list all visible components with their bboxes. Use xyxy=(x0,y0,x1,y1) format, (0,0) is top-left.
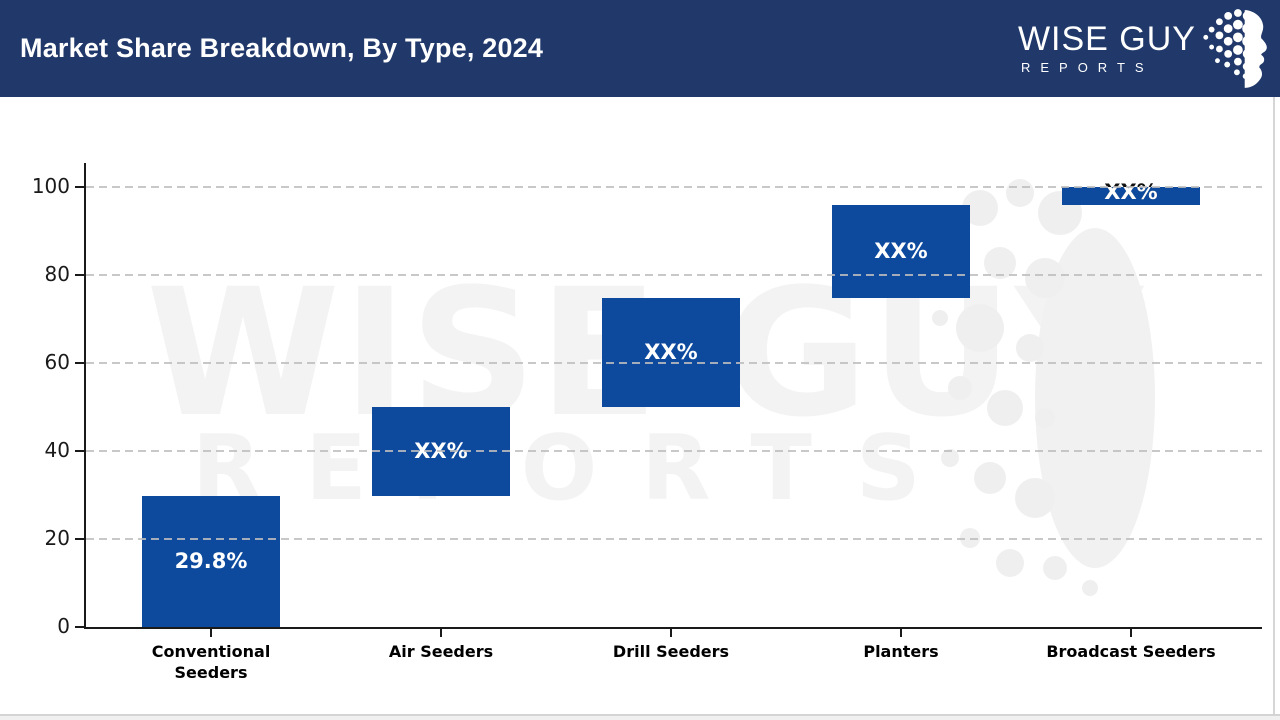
y-tick-label: 40 xyxy=(44,438,70,462)
right-border-line xyxy=(1273,97,1275,720)
wise-guy-logo: WISE GUY REPORTS xyxy=(1018,0,1270,97)
logo-face-icon xyxy=(1203,8,1267,88)
y-tick-mark xyxy=(75,450,85,452)
y-axis-line xyxy=(84,163,86,629)
y-tick-mark xyxy=(75,538,85,540)
logo-text: WISE GUY REPORTS xyxy=(1018,22,1196,75)
x-tick-mark xyxy=(210,629,212,637)
bar-conventional-seeders xyxy=(142,495,280,627)
y-tick-label: 20 xyxy=(44,526,70,550)
y-tick-mark xyxy=(75,626,85,628)
bar-value-label: XX% xyxy=(874,239,928,264)
bottom-strip xyxy=(0,714,1280,720)
y-tick-mark xyxy=(75,362,85,364)
gridline xyxy=(86,450,1262,452)
logo-subtitle: REPORTS xyxy=(1020,60,1154,75)
page-title: Market Share Breakdown, By Type, 2024 xyxy=(20,33,544,63)
header: Market Share Breakdown, By Type, 2024 WI… xyxy=(0,0,1280,97)
bar-planters xyxy=(832,204,970,298)
x-tick-mark xyxy=(900,629,902,637)
x-category-label: Conventional Seeders xyxy=(151,642,271,683)
bar-broadcast-seeders xyxy=(1062,187,1200,205)
gridline xyxy=(86,186,1262,188)
logo-wordmark: WISE GUY xyxy=(1017,20,1196,58)
gridline xyxy=(86,362,1262,364)
x-category-label: Drill Seeders xyxy=(612,642,730,661)
y-tick-label: 60 xyxy=(44,350,70,374)
x-category-label: Planters xyxy=(863,642,939,661)
y-tick-label: 0 xyxy=(57,614,70,638)
bar-value-label: XX% xyxy=(644,340,698,365)
bar-value-label: XX% xyxy=(1104,187,1158,204)
gridline xyxy=(86,538,1262,540)
x-tick-mark xyxy=(1130,629,1132,637)
bar-value-label: 29.8% xyxy=(174,549,248,574)
y-tick-mark xyxy=(75,274,85,276)
y-tick-label: 100 xyxy=(31,174,70,198)
x-tick-mark xyxy=(440,629,442,637)
watermark-subtitle: REPORTS xyxy=(192,416,965,521)
bar-label-clip: XX% xyxy=(1062,187,1200,205)
x-tick-mark xyxy=(670,629,672,637)
bar-value-label-outer: XX% xyxy=(1104,179,1158,204)
gridline xyxy=(86,274,1262,276)
x-category-label: Broadcast Seeders xyxy=(1046,642,1216,661)
watermark-face-icon xyxy=(932,179,1155,596)
y-tick-mark xyxy=(75,186,85,188)
x-category-label: Air Seeders xyxy=(388,642,494,661)
y-tick-label: 80 xyxy=(44,262,70,286)
bar-drill-seeders xyxy=(602,297,740,407)
x-axis-line xyxy=(84,627,1262,629)
